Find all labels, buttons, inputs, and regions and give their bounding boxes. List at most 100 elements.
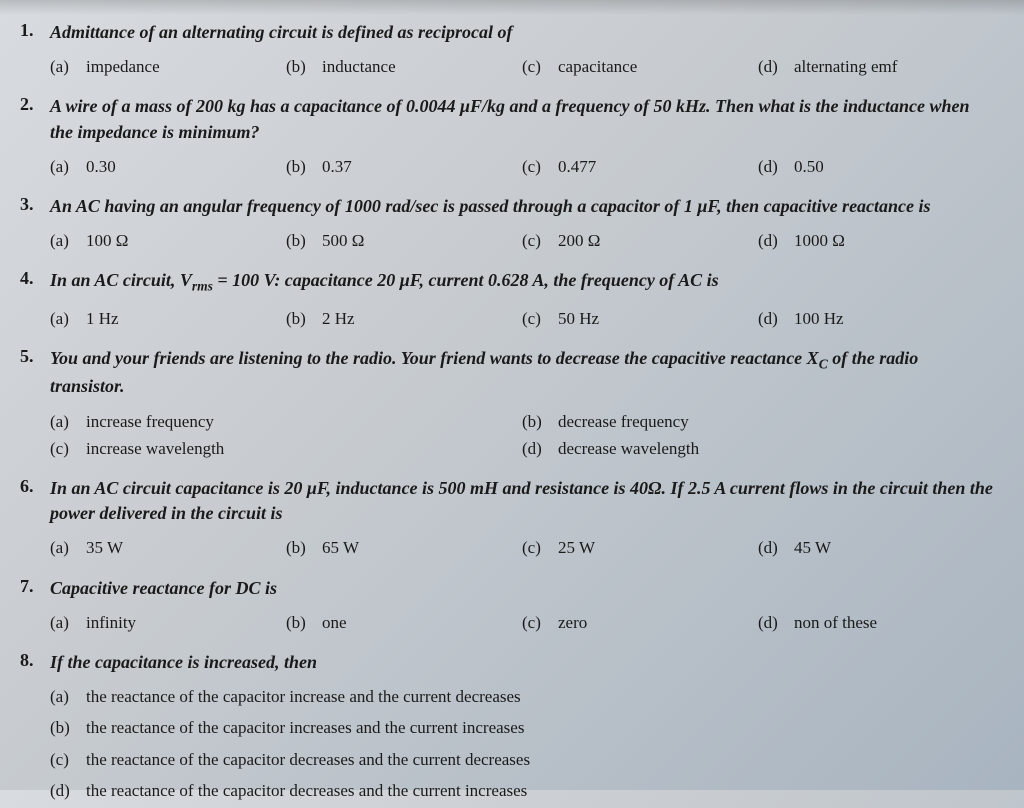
options-row: (a)infinity (b) one (c) zero (d) non of the… [50, 609, 994, 636]
option-a: (a) the reactance of the capacitor increa… [50, 683, 994, 714]
option-text: increase wavelength [86, 435, 224, 462]
question-number: 5. [20, 346, 34, 367]
option-d: (d) 100 Hz [758, 305, 994, 332]
option-b: (b)decrease frequency [522, 408, 994, 435]
option-label: (b) [50, 714, 78, 741]
option-text: 50 Hz [558, 305, 599, 332]
option-text: zero [558, 609, 587, 636]
question-5: 5. You and your friends are listening to… [50, 346, 994, 462]
option-label: (d) [758, 227, 786, 254]
option-d: (d) 1000 Ω [758, 227, 994, 254]
option-text: 0.30 [86, 153, 116, 180]
question-number: 8. [20, 650, 34, 671]
question-text: A wire of a mass of 200 kg has a capacit… [50, 94, 994, 144]
option-a: (a) 100 Ω [50, 227, 286, 254]
option-text: the reactance of the capacitor increase … [86, 683, 521, 710]
option-b: (b) inductance [286, 53, 522, 80]
question-2: 2. A wire of a mass of 200 kg has a capa… [50, 94, 994, 180]
option-label: (a) [50, 683, 78, 710]
option-label: (a) [50, 53, 78, 80]
question-number: 2. [20, 94, 34, 115]
option-text: 100 Ω [86, 227, 128, 254]
option-label: (c) [522, 305, 550, 332]
option-text: impedance [86, 53, 160, 80]
option-text: 100 Hz [794, 305, 844, 332]
option-text: 65 W [322, 534, 359, 561]
option-label: (c) [50, 746, 78, 773]
option-label: (c) [522, 227, 550, 254]
options-column: (a) the reactance of the capacitor increa… [50, 683, 994, 808]
option-label: (a) [50, 227, 78, 254]
option-a: (a) 1 Hz [50, 305, 286, 332]
option-label: (d) [50, 777, 78, 804]
option-label: (c) [522, 53, 550, 80]
option-label: (a) [50, 534, 78, 561]
option-a: (a)increase frequency [50, 408, 522, 435]
option-d: (d)0.50 [758, 153, 994, 180]
option-label: (c) [522, 609, 550, 636]
option-text: the reactance of the capacitor increases… [86, 714, 524, 741]
option-c: (c) 0.477 [522, 153, 758, 180]
option-label: (a) [50, 408, 78, 435]
option-label: (d) [758, 609, 786, 636]
question-number: 3. [20, 194, 34, 215]
option-label: (a) [50, 153, 78, 180]
option-d: (d) decrease wavelength [522, 435, 994, 462]
question-text: You and your friends are listening to th… [50, 346, 994, 400]
question-number: 7. [20, 576, 34, 597]
options-row: (a)increase frequency (b)decrease freque… [50, 408, 994, 462]
option-b: (b) one [286, 609, 522, 636]
option-a: (a) impedance [50, 53, 286, 80]
option-d: (d) the reactance of the capacitor decrea… [50, 777, 994, 808]
question-text: Admittance of an alternating circuit is … [50, 20, 994, 45]
question-6: 6. In an AC circuit capacitance is 20 μF… [50, 476, 994, 562]
options-row: (a)35 W (b)65 W (c)25 W (d)45 W [50, 534, 994, 561]
option-b: (b)0.37 [286, 153, 522, 180]
option-d: (d) non of these [758, 609, 994, 636]
option-label: (b) [286, 305, 314, 332]
option-text: one [322, 609, 347, 636]
option-a: (a) 0.30 [50, 153, 286, 180]
option-label: (b) [522, 408, 550, 435]
option-label: (b) [286, 609, 314, 636]
options-row: (a)impedance (b)inductance (c)capacitanc… [50, 53, 994, 80]
option-label: (c) [522, 153, 550, 180]
option-label: (d) [522, 435, 550, 462]
exam-page: 1. Admittance of an alternating circuit … [50, 20, 994, 808]
question-3: 3. An AC having an angular frequency of … [50, 194, 994, 254]
question-text-sub: C [819, 357, 828, 372]
option-c: (c)25 W [522, 534, 758, 561]
option-text: non of these [794, 609, 877, 636]
option-text: 1 Hz [86, 305, 119, 332]
options-row: (a) 1 Hz (b)2 Hz (c) 50 Hz (d) 100 Hz [50, 305, 994, 332]
option-text: inductance [322, 53, 396, 80]
option-text: the reactance of the capacitor decreases… [86, 777, 527, 804]
option-b: (b)2 Hz [286, 305, 522, 332]
option-text: decrease wavelength [558, 435, 699, 462]
question-8: 8. If the capacitance is increased, then… [50, 650, 994, 808]
option-text: 1000 Ω [794, 227, 845, 254]
option-c: (c) zero [522, 609, 758, 636]
option-d: (d) alternating emf [758, 53, 994, 80]
options-row: (a) 0.30 (b)0.37 (c) 0.477 (d)0.50 [50, 153, 994, 180]
option-text: alternating emf [794, 53, 897, 80]
option-label: (a) [50, 305, 78, 332]
question-4: 4. In an AC circuit, Vrms = 100 V: capac… [50, 268, 994, 332]
option-label: (b) [286, 53, 314, 80]
option-c: (c)the reactance of the capacitor decrea… [50, 746, 994, 777]
option-text: 0.477 [558, 153, 596, 180]
option-label: (d) [758, 53, 786, 80]
option-label: (d) [758, 305, 786, 332]
option-label: (d) [758, 153, 786, 180]
option-c: (c)increase wavelength [50, 435, 522, 462]
options-row: (a)100 Ω (b)500 Ω (c)200 Ω (d)1000 Ω [50, 227, 994, 254]
question-number: 1. [20, 20, 34, 41]
question-text-pre: In an AC circuit, V [50, 270, 192, 290]
option-label: (b) [286, 153, 314, 180]
option-text: 200 Ω [558, 227, 600, 254]
option-a: (a)infinity [50, 609, 286, 636]
question-number: 4. [20, 268, 34, 289]
option-label: (b) [286, 534, 314, 561]
question-text: In an AC circuit, Vrms = 100 V: capacita… [50, 268, 994, 296]
question-text: Capacitive reactance for DC is [50, 576, 994, 601]
